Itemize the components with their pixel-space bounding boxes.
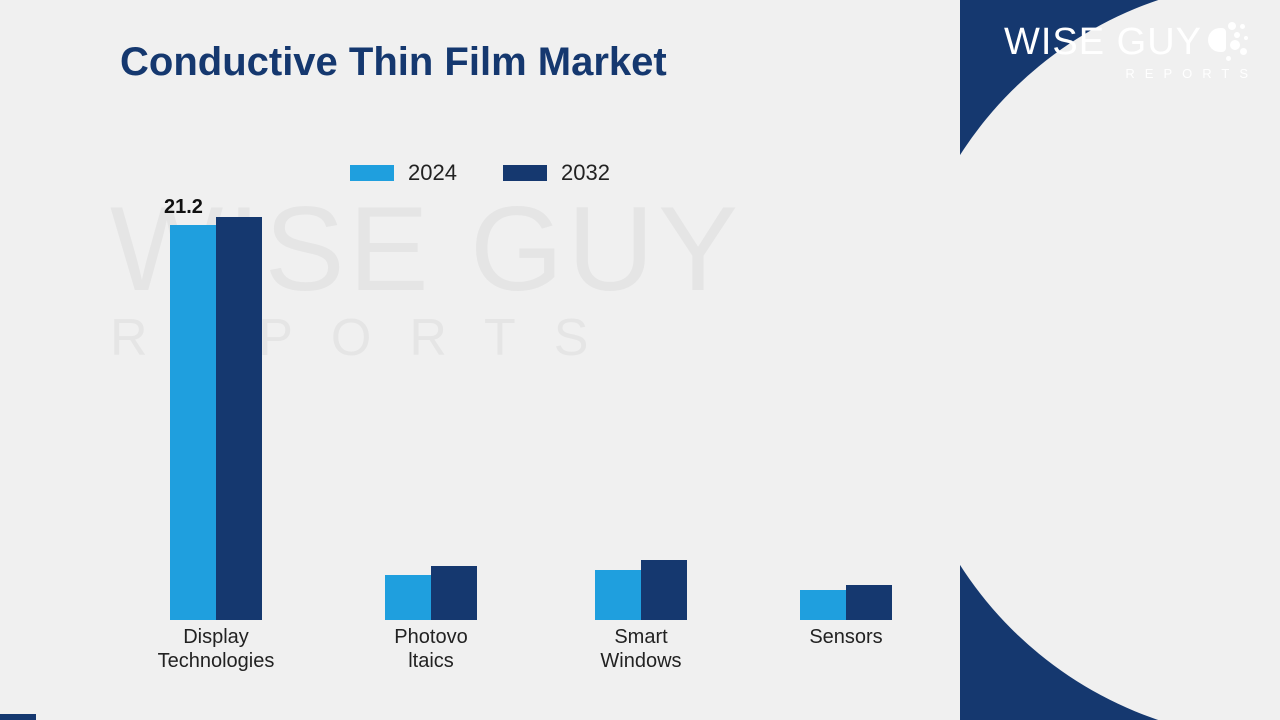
brand-logo: WISE GUY REPORTS: [1004, 20, 1258, 81]
bar-group: [170, 217, 262, 620]
bar-group: [800, 585, 892, 620]
legend-label-2024: 2024: [408, 160, 457, 186]
bar: [385, 575, 431, 620]
x-axis-category-label: SmartWindows: [561, 625, 721, 673]
bar: [641, 560, 687, 620]
brain-dots-icon: [1208, 20, 1258, 64]
chart-stage: WISE GUY REPORTS WISE GUY REPORTS Conduc…: [0, 0, 1280, 720]
x-axis-category-label: Photovoltaics: [351, 625, 511, 673]
curve-cutout: [900, 0, 1280, 720]
x-axis-category-label: Sensors: [766, 625, 926, 649]
legend-swatch-2032: [503, 165, 547, 181]
brand-line2: REPORTS: [1004, 66, 1258, 81]
bar-group: [385, 566, 477, 620]
x-axis-category-label: DisplayTechnologies: [136, 625, 296, 673]
bar: [431, 566, 477, 620]
legend: 2024 2032: [0, 160, 960, 186]
legend-item-2032: 2032: [503, 160, 610, 186]
bar: [846, 585, 892, 620]
legend-item-2024: 2024: [350, 160, 457, 186]
chart-title: Conductive Thin Film Market: [120, 40, 667, 85]
bottom-accent-bar: [0, 714, 36, 720]
bar: [595, 570, 641, 620]
bar: [216, 217, 262, 620]
bar: [800, 590, 846, 620]
bar-value-label: 21.2: [164, 196, 203, 219]
brand-line1: WISE GUY: [1004, 23, 1202, 61]
x-axis-labels: DisplayTechnologies Photovoltaics SmartWin…: [110, 625, 930, 685]
plot-area: 21.2: [110, 210, 930, 620]
bar: [170, 225, 216, 620]
bar-group: [595, 560, 687, 620]
legend-label-2032: 2032: [561, 160, 610, 186]
legend-swatch-2024: [350, 165, 394, 181]
